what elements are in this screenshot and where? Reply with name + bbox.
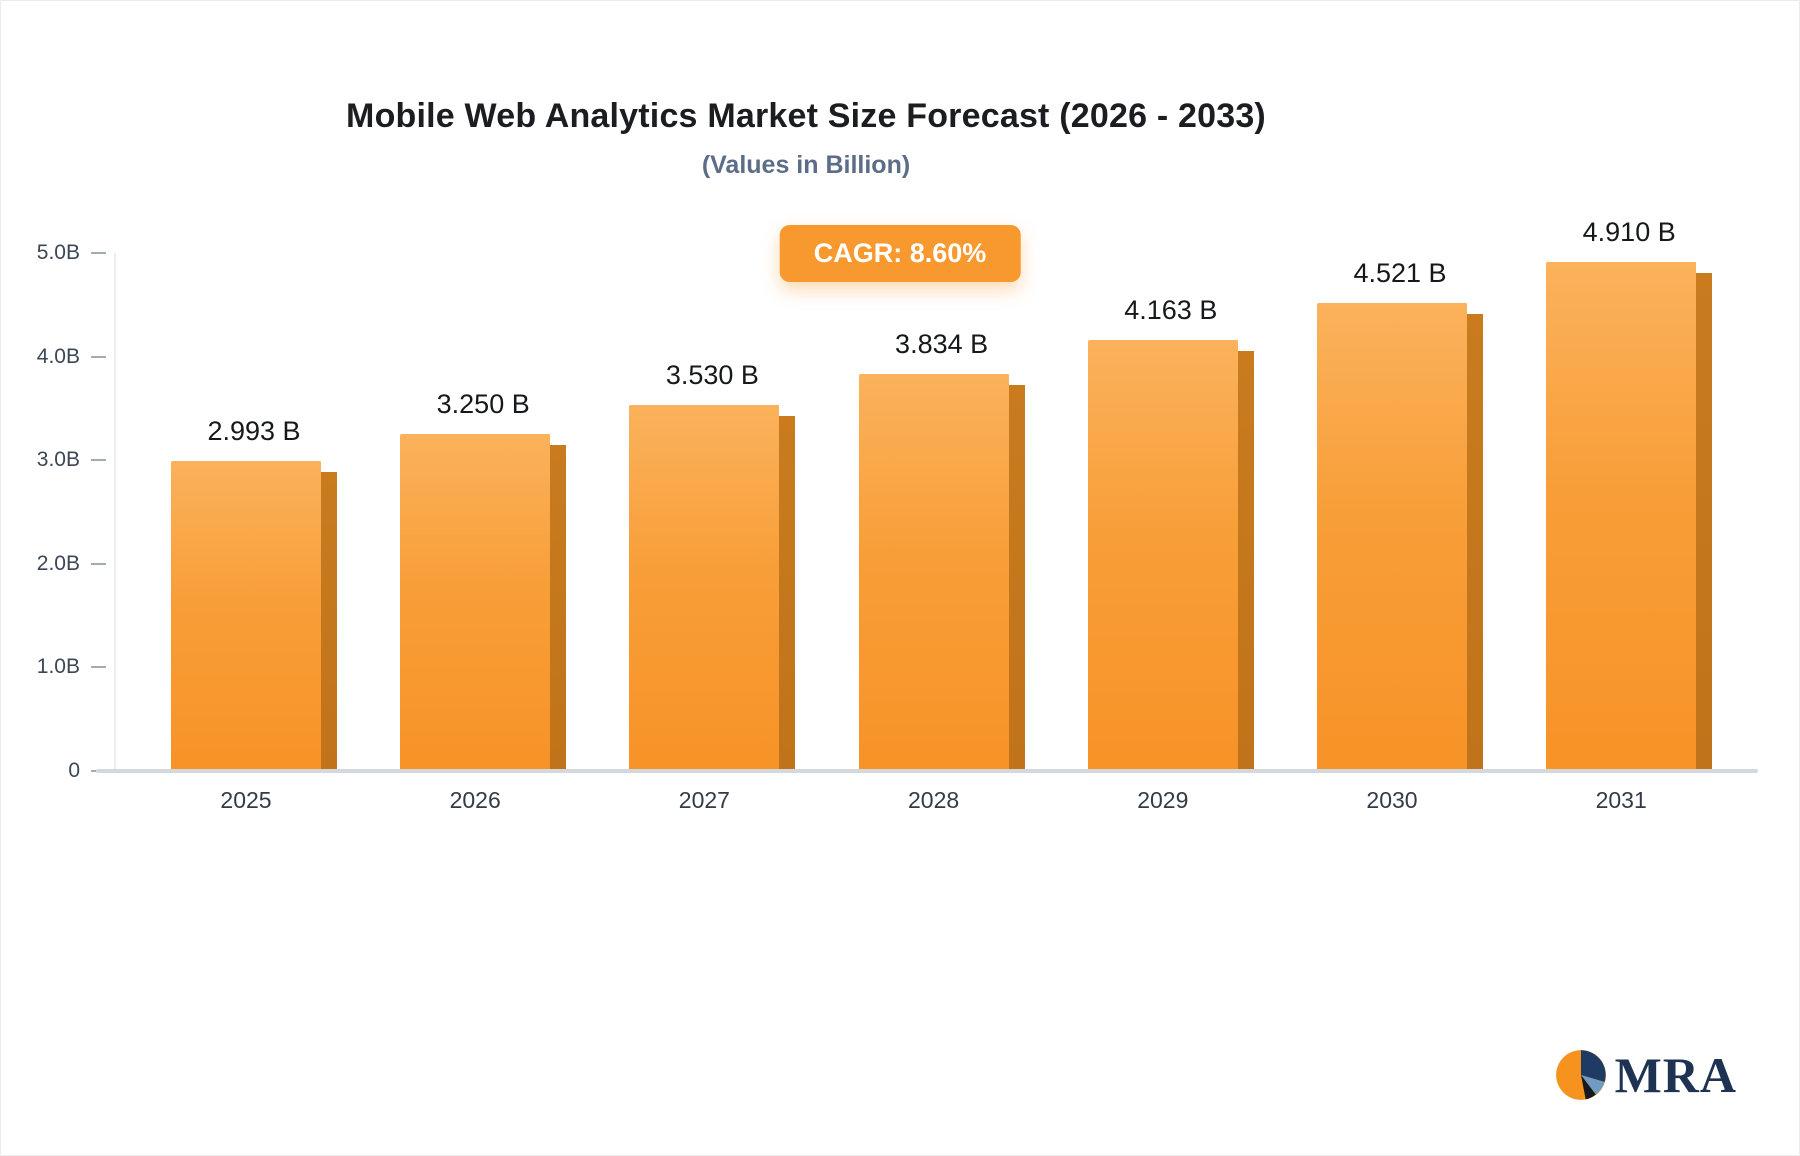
logo-text: MRA xyxy=(1614,1047,1737,1103)
bar-front-face xyxy=(1546,262,1697,771)
bar-front-face xyxy=(400,434,551,771)
bar-2027: 3.530 B xyxy=(629,253,796,771)
bar-2029: 4.163 B xyxy=(1087,253,1254,771)
brand-logo: MRA xyxy=(1553,1047,1737,1103)
bar-value-label: 4.163 B xyxy=(1124,295,1218,325)
bar-2030: 4.521 B xyxy=(1317,253,1483,771)
plot-area: 2.993 B 2025 3.250 B 2026 3.530 B 2027 3.834 B… xyxy=(116,217,1761,813)
x-axis-baseline xyxy=(96,769,1758,773)
bar-value-label: 4.910 B xyxy=(1582,217,1676,247)
y-tick-label: 1.0B xyxy=(36,655,80,679)
bar-front-face xyxy=(171,461,321,771)
chart-subtitle: (Values in Billion) xyxy=(701,151,911,179)
pie-chart-logo-icon xyxy=(1553,1047,1609,1103)
bar-side-face xyxy=(1237,351,1254,771)
y-axis: 0 1.0B 2.0B 3.0B 4.0B 5.0B xyxy=(1,241,116,782)
x-axis-label: 2030 xyxy=(1366,787,1418,813)
bar-side-face xyxy=(1696,273,1713,771)
bar-2025: 2.993 B xyxy=(171,253,337,771)
y-axis-line xyxy=(114,253,116,771)
bar-side-face xyxy=(779,416,796,771)
y-tick-mark xyxy=(91,252,106,254)
x-axis-label: 2027 xyxy=(678,787,730,813)
y-tick-mark xyxy=(91,355,106,358)
x-axis-label: 2028 xyxy=(908,787,960,813)
bar-side-face xyxy=(1467,314,1483,771)
bar-value-label: 4.521 B xyxy=(1353,258,1447,288)
bar-front-face xyxy=(629,405,780,771)
y-tick-mark xyxy=(91,666,106,669)
bar-front-face xyxy=(858,374,1009,771)
bar-2026: 3.250 B xyxy=(400,253,567,771)
x-axis-label: 2031 xyxy=(1595,787,1647,813)
bar-value-label: 3.834 B xyxy=(895,329,989,359)
cagr-badge: CAGR: 8.60% xyxy=(779,225,1021,282)
x-axis-label: 2029 xyxy=(1137,787,1189,813)
bar-2028: 3.834 B xyxy=(858,253,1025,771)
x-axis-label: 2025 xyxy=(220,787,272,813)
bar-front-face xyxy=(1087,340,1238,771)
bar-side-face xyxy=(1008,385,1025,771)
y-tick-label: 4.0B xyxy=(36,344,80,368)
y-tick-mark xyxy=(91,562,106,565)
bar-value-label: 3.530 B xyxy=(665,360,759,390)
y-tick-label: 2.0B xyxy=(36,551,80,575)
bar-front-face xyxy=(1317,303,1467,771)
bar-value-label: 3.250 B xyxy=(436,389,530,419)
y-tick-label: 3.0B xyxy=(36,448,80,472)
bar-value-label: 2.993 B xyxy=(207,416,301,446)
bar-side-face xyxy=(550,445,567,771)
y-tick-mark xyxy=(91,459,106,462)
y-tick-label: 5.0B xyxy=(36,241,80,264)
bar-side-face xyxy=(321,472,337,771)
bar-2031: 4.910 B xyxy=(1546,217,1713,771)
y-tick-label: 0 xyxy=(68,759,80,782)
x-axis-label: 2026 xyxy=(449,787,501,813)
chart-title: Mobile Web Analytics Market Size Forecas… xyxy=(346,97,1266,135)
